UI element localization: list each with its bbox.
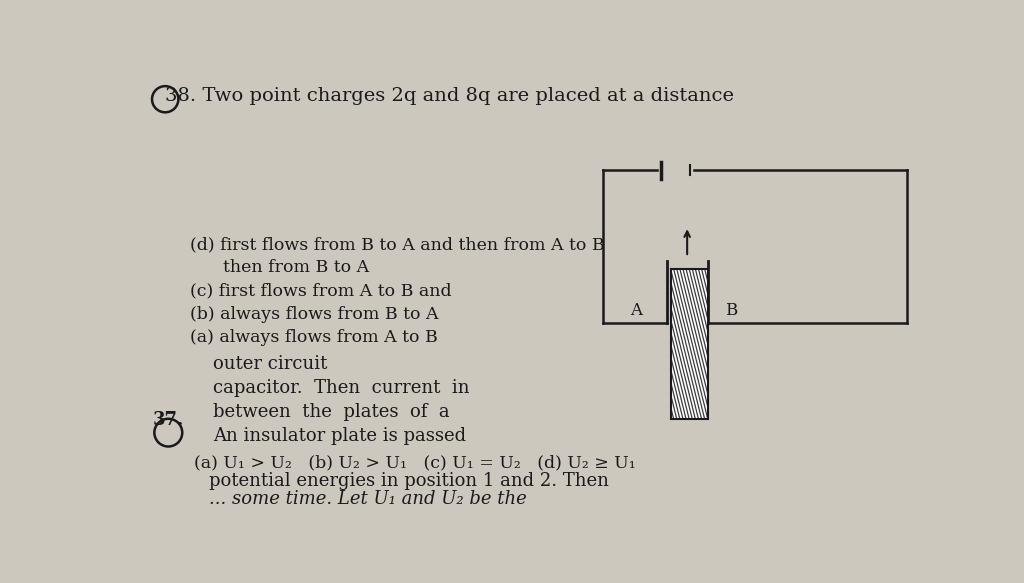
Text: A: A [630,301,642,319]
Text: between  the  plates  of  a: between the plates of a [213,403,450,421]
Text: 37.: 37. [153,411,184,429]
Text: An insulator plate is passed: An insulator plate is passed [213,427,466,445]
Text: ... some time. Let U₁ and U₂ be the: ... some time. Let U₁ and U₂ be the [209,490,527,508]
Text: then from B to A: then from B to A [190,259,369,276]
Text: (b) always flows from B to A: (b) always flows from B to A [190,305,438,322]
Text: 38. Two point charges 2q and 8q are placed at a distance: 38. Two point charges 2q and 8q are plac… [165,87,734,104]
Text: (c) first flows from A to B and: (c) first flows from A to B and [190,282,452,300]
Text: outer circuit: outer circuit [213,356,328,373]
Text: capacitor.  Then  current  in: capacitor. Then current in [213,379,470,397]
Text: potential energies in position 1 and 2. Then: potential energies in position 1 and 2. … [209,472,609,490]
Bar [671,269,708,419]
Text: (a) always flows from A to B: (a) always flows from A to B [190,329,437,346]
Text: (d) first flows from B to A and then from A to B: (d) first flows from B to A and then fro… [190,236,604,253]
Text: (a) U₁ > U₂   (b) U₂ > U₁   (c) U₁ = U₂   (d) U₂ ≥ U₁: (a) U₁ > U₂ (b) U₂ > U₁ (c) U₁ = U₂ (d) … [194,454,636,471]
Text: B: B [725,301,737,319]
